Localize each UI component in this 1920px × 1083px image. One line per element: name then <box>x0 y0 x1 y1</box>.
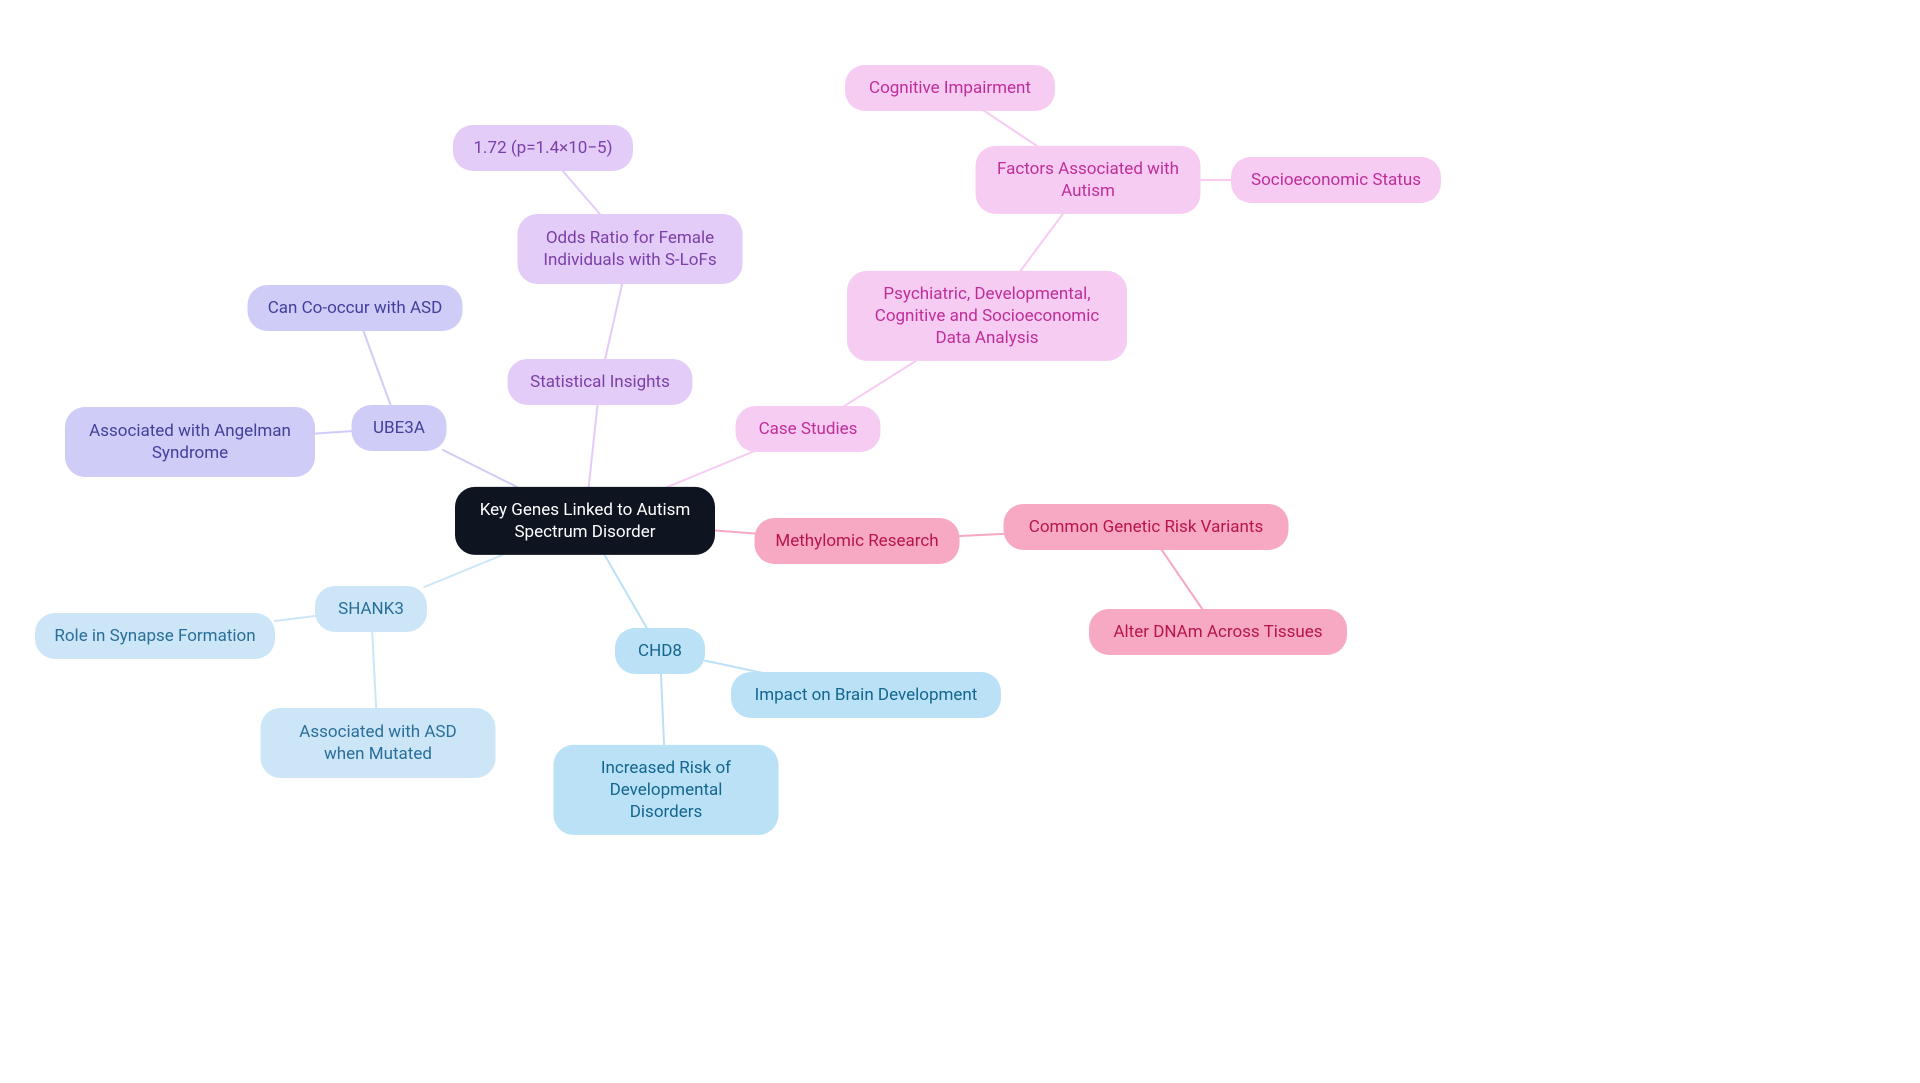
node-case2: Factors Associated with Autism <box>976 146 1201 214</box>
edge <box>315 431 352 433</box>
node-root: Key Genes Linked to Autism Spectrum Diso… <box>455 487 715 555</box>
node-case1: Psychiatric, Developmental, Cognitive an… <box>847 271 1127 361</box>
node-stat: Statistical Insights <box>508 359 693 405</box>
edge <box>562 170 600 214</box>
node-stat1: Odds Ratio for Female Individuals with S… <box>518 214 743 284</box>
node-case3: Cognitive Impairment <box>845 65 1055 111</box>
node-meth2: Alter DNAm Across Tissues <box>1089 609 1347 655</box>
node-ube3aa: Associated with Angelman Syndrome <box>65 407 315 477</box>
edge <box>425 555 503 587</box>
node-chd8: CHD8 <box>615 628 705 674</box>
edge <box>589 404 598 487</box>
edges-layer <box>0 0 1920 1083</box>
edge <box>275 616 315 621</box>
edge <box>667 451 754 487</box>
node-ube3a: UBE3A <box>352 405 447 451</box>
edge <box>715 531 755 534</box>
node-case4: Socioeconomic Status <box>1231 157 1441 203</box>
edge <box>605 555 648 629</box>
node-shank3b: Associated with ASD when Mutated <box>261 708 496 778</box>
edge <box>960 534 1004 536</box>
node-meth1: Common Genetic Risk Variants <box>1004 504 1289 550</box>
edge <box>1161 549 1203 610</box>
node-chd8a: Increased Risk of Developmental Disorder… <box>554 745 779 835</box>
edge <box>605 284 622 360</box>
node-ube3ab: Can Co-occur with ASD <box>248 285 463 331</box>
node-shank3: SHANK3 <box>315 586 427 632</box>
edge <box>443 450 517 487</box>
edge <box>363 330 391 406</box>
node-chd8b: Impact on Brain Development <box>731 672 1001 718</box>
edge <box>661 673 665 755</box>
edge <box>843 361 916 407</box>
node-meth: Methylomic Research <box>755 518 960 564</box>
node-shank3a: Role in Synapse Formation <box>35 613 275 659</box>
edge <box>1020 213 1063 271</box>
edge <box>983 110 1039 147</box>
edge <box>372 631 376 708</box>
node-case: Case Studies <box>736 406 881 452</box>
node-stat2: 1.72 (p=1.4×10−5) <box>453 125 633 171</box>
